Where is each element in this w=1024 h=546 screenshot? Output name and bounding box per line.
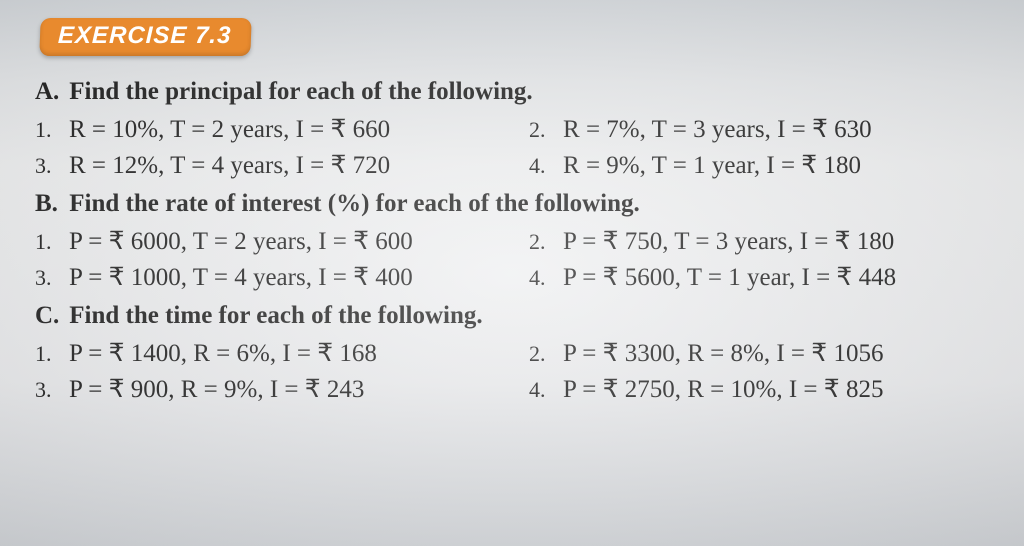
- section-a-item2: 2. R = 7%, T = 3 years, I = ₹ 630: [529, 114, 994, 144]
- section-c-item3: 3. P = ₹ 900, R = 9%, I = ₹ 243: [35, 374, 529, 404]
- section-a-item1: 1. R = 10%, T = 2 years, I = ₹ 660: [35, 114, 529, 144]
- item-number: 1.: [35, 229, 69, 255]
- item-text: P = ₹ 1000, T = 4 years, I = ₹ 400: [69, 262, 413, 292]
- section-c-item4: 4. P = ₹ 2750, R = 10%, I = ₹ 825: [529, 374, 994, 404]
- section-a-heading: A. Find the principal for each of the fo…: [35, 78, 994, 106]
- item-number: 3.: [35, 265, 69, 291]
- item-text: P = ₹ 1400, R = 6%, I = ₹ 168: [69, 338, 377, 368]
- item-number: 2.: [529, 117, 563, 143]
- section-a-row2: 3. R = 12%, T = 4 years, I = ₹ 720 4. R …: [55, 150, 994, 180]
- section-a-title: Find the principal for each of the follo…: [69, 78, 532, 105]
- section-b-item3: 3. P = ₹ 1000, T = 4 years, I = ₹ 400: [35, 262, 529, 292]
- section-c-row2: 3. P = ₹ 900, R = 9%, I = ₹ 243 4. P = ₹…: [55, 374, 994, 404]
- item-number: 3.: [35, 153, 69, 179]
- section-b-row1: 1. P = ₹ 6000, T = 2 years, I = ₹ 600 2.…: [55, 226, 994, 256]
- section-a-item3: 3. R = 12%, T = 4 years, I = ₹ 720: [35, 150, 529, 180]
- section-b-letter: B.: [35, 190, 63, 218]
- section-c-heading: C. Find the time for each of the followi…: [35, 302, 994, 330]
- section-b-item4: 4. P = ₹ 5600, T = 1 year, I = ₹ 448: [529, 262, 994, 292]
- section-b-heading: B. Find the rate of interest (%) for eac…: [35, 190, 994, 218]
- section-a-letter: A.: [35, 78, 63, 106]
- item-number: 2.: [529, 341, 563, 367]
- item-text: P = ₹ 900, R = 9%, I = ₹ 243: [69, 374, 364, 404]
- section-c-item1: 1. P = ₹ 1400, R = 6%, I = ₹ 168: [35, 338, 529, 368]
- item-text: R = 9%, T = 1 year, I = ₹ 180: [563, 150, 861, 180]
- item-text: P = ₹ 6000, T = 2 years, I = ₹ 600: [69, 226, 413, 256]
- item-text: P = ₹ 5600, T = 1 year, I = ₹ 448: [563, 262, 896, 292]
- exercise-badge: EXERCISE 7.3: [39, 18, 252, 56]
- section-c-title: Find the time for each of the following.: [69, 302, 482, 329]
- item-text: R = 7%, T = 3 years, I = ₹ 630: [563, 114, 872, 144]
- section-c-item2: 2. P = ₹ 3300, R = 8%, I = ₹ 1056: [529, 338, 994, 368]
- section-a-item4: 4. R = 9%, T = 1 year, I = ₹ 180: [529, 150, 994, 180]
- section-b-row2: 3. P = ₹ 1000, T = 4 years, I = ₹ 400 4.…: [55, 262, 994, 292]
- section-b: B. Find the rate of interest (%) for eac…: [55, 190, 994, 292]
- item-text: P = ₹ 750, T = 3 years, I = ₹ 180: [563, 226, 894, 256]
- section-b-title: Find the rate of interest (%) for each o…: [69, 190, 640, 217]
- section-c-letter: C.: [35, 302, 63, 330]
- section-b-item2: 2. P = ₹ 750, T = 3 years, I = ₹ 180: [529, 226, 994, 256]
- item-number: 1.: [35, 341, 69, 367]
- item-text: R = 10%, T = 2 years, I = ₹ 660: [69, 114, 390, 144]
- item-text: P = ₹ 3300, R = 8%, I = ₹ 1056: [563, 338, 883, 368]
- section-a-row1: 1. R = 10%, T = 2 years, I = ₹ 660 2. R …: [55, 114, 994, 144]
- item-number: 2.: [529, 229, 563, 255]
- section-a: A. Find the principal for each of the fo…: [55, 78, 994, 180]
- item-number: 4.: [529, 377, 563, 403]
- item-number: 1.: [35, 117, 69, 143]
- item-number: 4.: [529, 153, 563, 179]
- item-number: 4.: [529, 265, 563, 291]
- item-number: 3.: [35, 377, 69, 403]
- item-text: P = ₹ 2750, R = 10%, I = ₹ 825: [563, 374, 883, 404]
- section-b-item1: 1. P = ₹ 6000, T = 2 years, I = ₹ 600: [35, 226, 529, 256]
- item-text: R = 12%, T = 4 years, I = ₹ 720: [69, 150, 390, 180]
- section-c-row1: 1. P = ₹ 1400, R = 6%, I = ₹ 168 2. P = …: [55, 338, 994, 368]
- section-c: C. Find the time for each of the followi…: [55, 302, 994, 404]
